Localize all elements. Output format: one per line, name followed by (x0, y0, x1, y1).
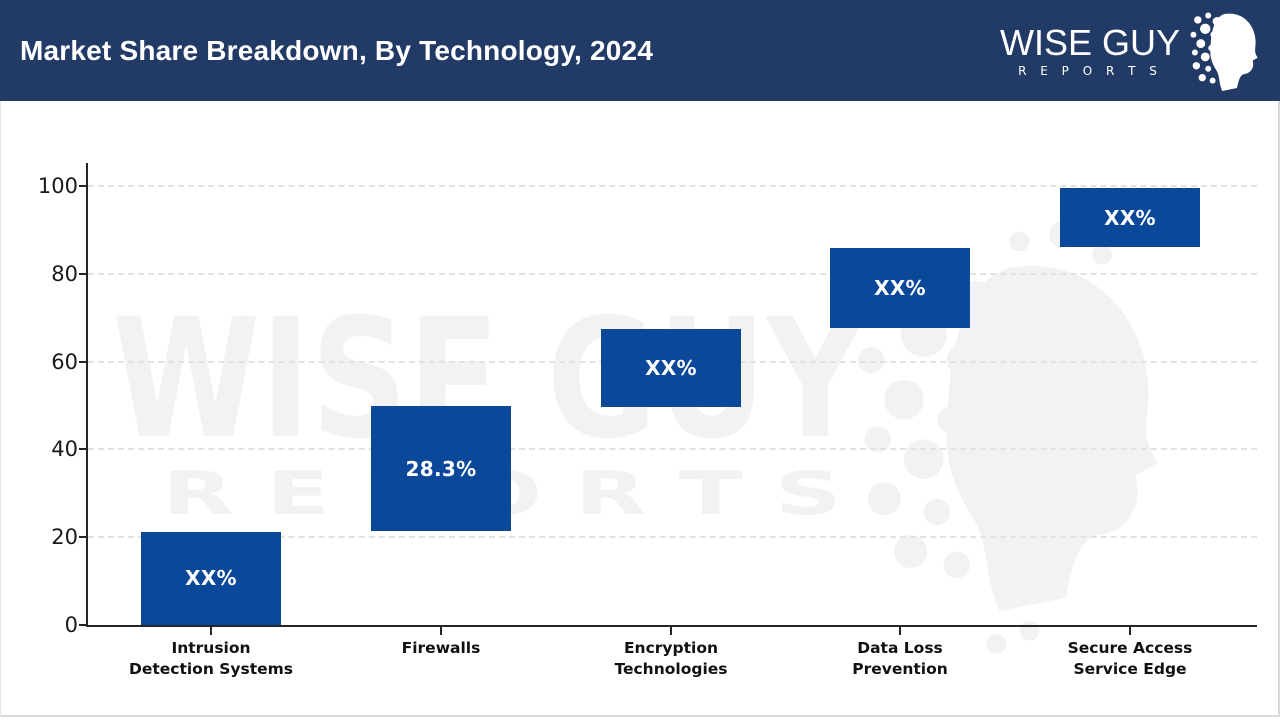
header-band: Market Share Breakdown, By Technology, 2… (0, 0, 1280, 101)
x-tick (899, 627, 901, 635)
bar-value-label: XX% (874, 276, 926, 301)
x-tick (210, 627, 212, 635)
bar: XX% (830, 248, 970, 329)
x-category-label: Firewalls (321, 638, 561, 659)
y-tick (79, 185, 87, 188)
bar: XX% (601, 329, 741, 408)
page-title: Market Share Breakdown, By Technology, 2… (20, 34, 654, 66)
y-tick-label: 40 (51, 437, 78, 462)
y-tick (79, 536, 87, 539)
x-category-label-line: Technologies (614, 660, 728, 678)
x-category-label: Encryption Technologies (551, 638, 791, 680)
logo-head-icon (1190, 12, 1258, 91)
gridline (88, 448, 1257, 451)
x-category-label: Intrusion Detection Systems (91, 638, 331, 680)
wise-guy-reports-logo: WISE GUY R E P O R T S (1000, 9, 1260, 93)
y-tick-label: 80 (51, 261, 78, 286)
gridline (88, 272, 1257, 275)
logo-text: WISE GUY R E P O R T S (999, 21, 1180, 78)
x-category-label-line: Secure Access (1067, 639, 1193, 657)
border-bottom (0, 715, 1280, 717)
x-category-label-line: Service Edge (1073, 660, 1187, 678)
x-tick (670, 627, 672, 635)
chart-area: WISE GUY R E P O R T S 020406080100XX%In… (0, 101, 1280, 720)
gridline (88, 185, 1257, 188)
y-tick (79, 624, 87, 626)
y-tick-label: 100 (37, 174, 78, 199)
gridline (88, 536, 1257, 539)
x-category-label-line: Detection Systems (128, 660, 294, 678)
x-axis-line (86, 625, 1257, 627)
x-tick (440, 627, 442, 635)
bar: XX% (1060, 187, 1200, 248)
bar-value-label: XX% (645, 356, 697, 381)
y-tick (79, 360, 87, 363)
bar: 28.3% (371, 406, 511, 531)
bar: XX% (141, 531, 281, 625)
bar-value-label: 28.3% (405, 456, 477, 481)
x-category-label-line: Intrusion (171, 639, 251, 657)
y-tick-label: 20 (51, 525, 78, 550)
y-tick (79, 448, 87, 451)
bar-value-label: XX% (185, 566, 237, 591)
logo-name-text: WISE GUY (999, 21, 1180, 63)
x-category-label-line: Firewalls (401, 639, 481, 657)
border-left (0, 101, 1, 717)
y-tick (79, 272, 87, 275)
y-axis-line (86, 163, 88, 627)
x-category-label-line: Data Loss (857, 639, 943, 657)
x-category-label-line: Encryption (623, 639, 719, 657)
x-category-label: Data Loss Prevention (780, 638, 1020, 680)
logo-sub-text: R E P O R T S (1018, 63, 1162, 78)
x-tick (1129, 627, 1131, 635)
border-right (1278, 101, 1280, 717)
x-category-label: Secure Access Service Edge (1010, 638, 1250, 680)
x-category-label-line: Prevention (852, 660, 948, 678)
y-tick-label: 0 (64, 613, 78, 637)
bar-value-label: XX% (1104, 205, 1156, 230)
y-tick-label: 60 (51, 349, 78, 374)
